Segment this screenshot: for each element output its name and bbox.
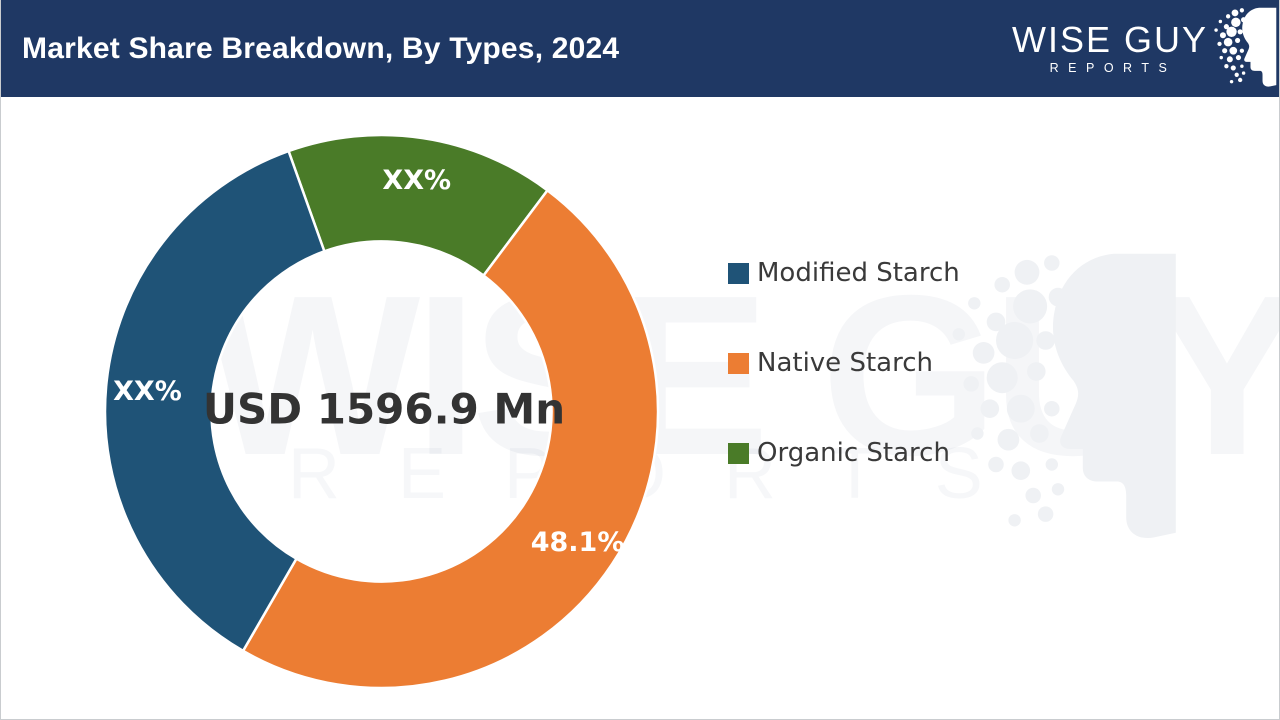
slice-label-modified-starch: XX% [113,376,182,407]
page-title: Market Share Breakdown, By Types, 2024 [22,31,620,65]
logo-sub-text: REPORTS [1049,61,1177,76]
chart-legend: Modified Starch Native Starch Organic St… [728,258,960,529]
legend-label-native-starch: Native Starch [757,348,933,378]
legend-swatch-organic-starch [728,442,749,464]
legend-item-organic-starch: Organic Starch [728,438,960,468]
header-bar: Market Share Breakdown, By Types, 2024 W… [0,0,1280,97]
chart-center-value: USD 1596.9 Mn [202,384,566,434]
legend-label-modified-starch: Modified Starch [757,258,960,288]
slice-label-native-starch: 48.1% [531,527,625,558]
wise-guy-logo: WISE GUY REPORTS [1012,0,1278,97]
legend-label-organic-starch: Organic Starch [757,438,950,468]
logo-face-icon [1192,3,1278,95]
legend-item-modified-starch: Modified Starch [728,258,960,288]
legend-swatch-native-starch [728,352,749,374]
logo-brand-text: WISE GUY [1011,19,1208,61]
pie-slice-native-starch [241,189,660,690]
pie-slice-modified-starch [103,149,326,653]
logo-text: WISE GUY REPORTS [1012,22,1208,75]
legend-item-native-starch: Native Starch [728,348,960,378]
donut-chart: XX% 48.1% XX% [103,133,660,690]
legend-swatch-modified-starch [728,262,749,284]
slice-label-organic-starch: XX% [382,165,451,196]
